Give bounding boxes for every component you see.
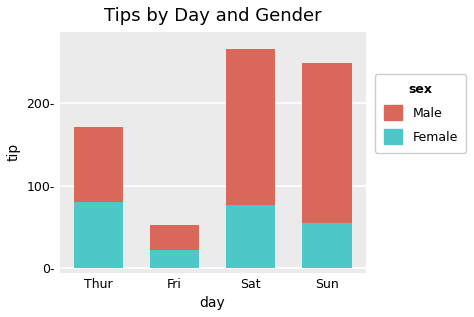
X-axis label: day: day <box>200 296 226 310</box>
Bar <box>73 127 123 202</box>
Bar <box>150 225 199 250</box>
Bar <box>226 204 275 268</box>
Bar <box>73 202 123 268</box>
Bar <box>302 63 352 223</box>
Bar <box>302 223 352 268</box>
Y-axis label: tip: tip <box>7 143 21 161</box>
Legend: Male, Female: Male, Female <box>375 74 466 153</box>
Bar <box>150 250 199 268</box>
Bar <box>226 49 275 204</box>
Title: Tips by Day and Gender: Tips by Day and Gender <box>104 7 321 25</box>
